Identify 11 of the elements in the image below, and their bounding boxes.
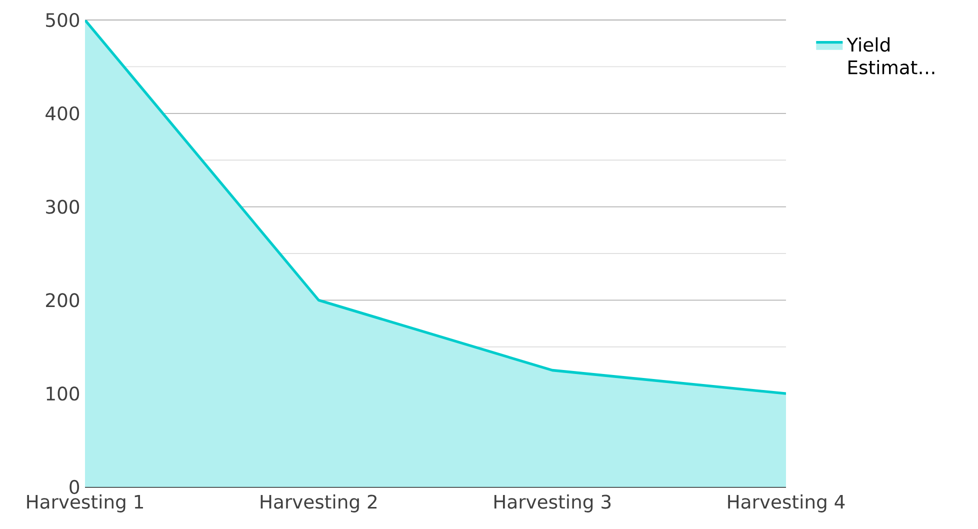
- x-tick-label: Harvesting 2: [260, 494, 377, 512]
- x-tick-label: Harvesting 3: [494, 494, 611, 512]
- y-tick-label: 400: [46, 106, 80, 120]
- x-tick-label: Harvesting 1: [27, 494, 143, 512]
- y-tick-label: 200: [46, 293, 80, 308]
- y-tick-label: 100: [46, 386, 80, 401]
- y-tick-label: 300: [46, 200, 80, 214]
- legend-label: Yield Estimat…: [846, 37, 934, 74]
- y-tick-label: 0: [70, 480, 80, 494]
- y-tick-label: 500: [46, 12, 80, 28]
- x-tick-label: Harvesting 4: [728, 494, 845, 512]
